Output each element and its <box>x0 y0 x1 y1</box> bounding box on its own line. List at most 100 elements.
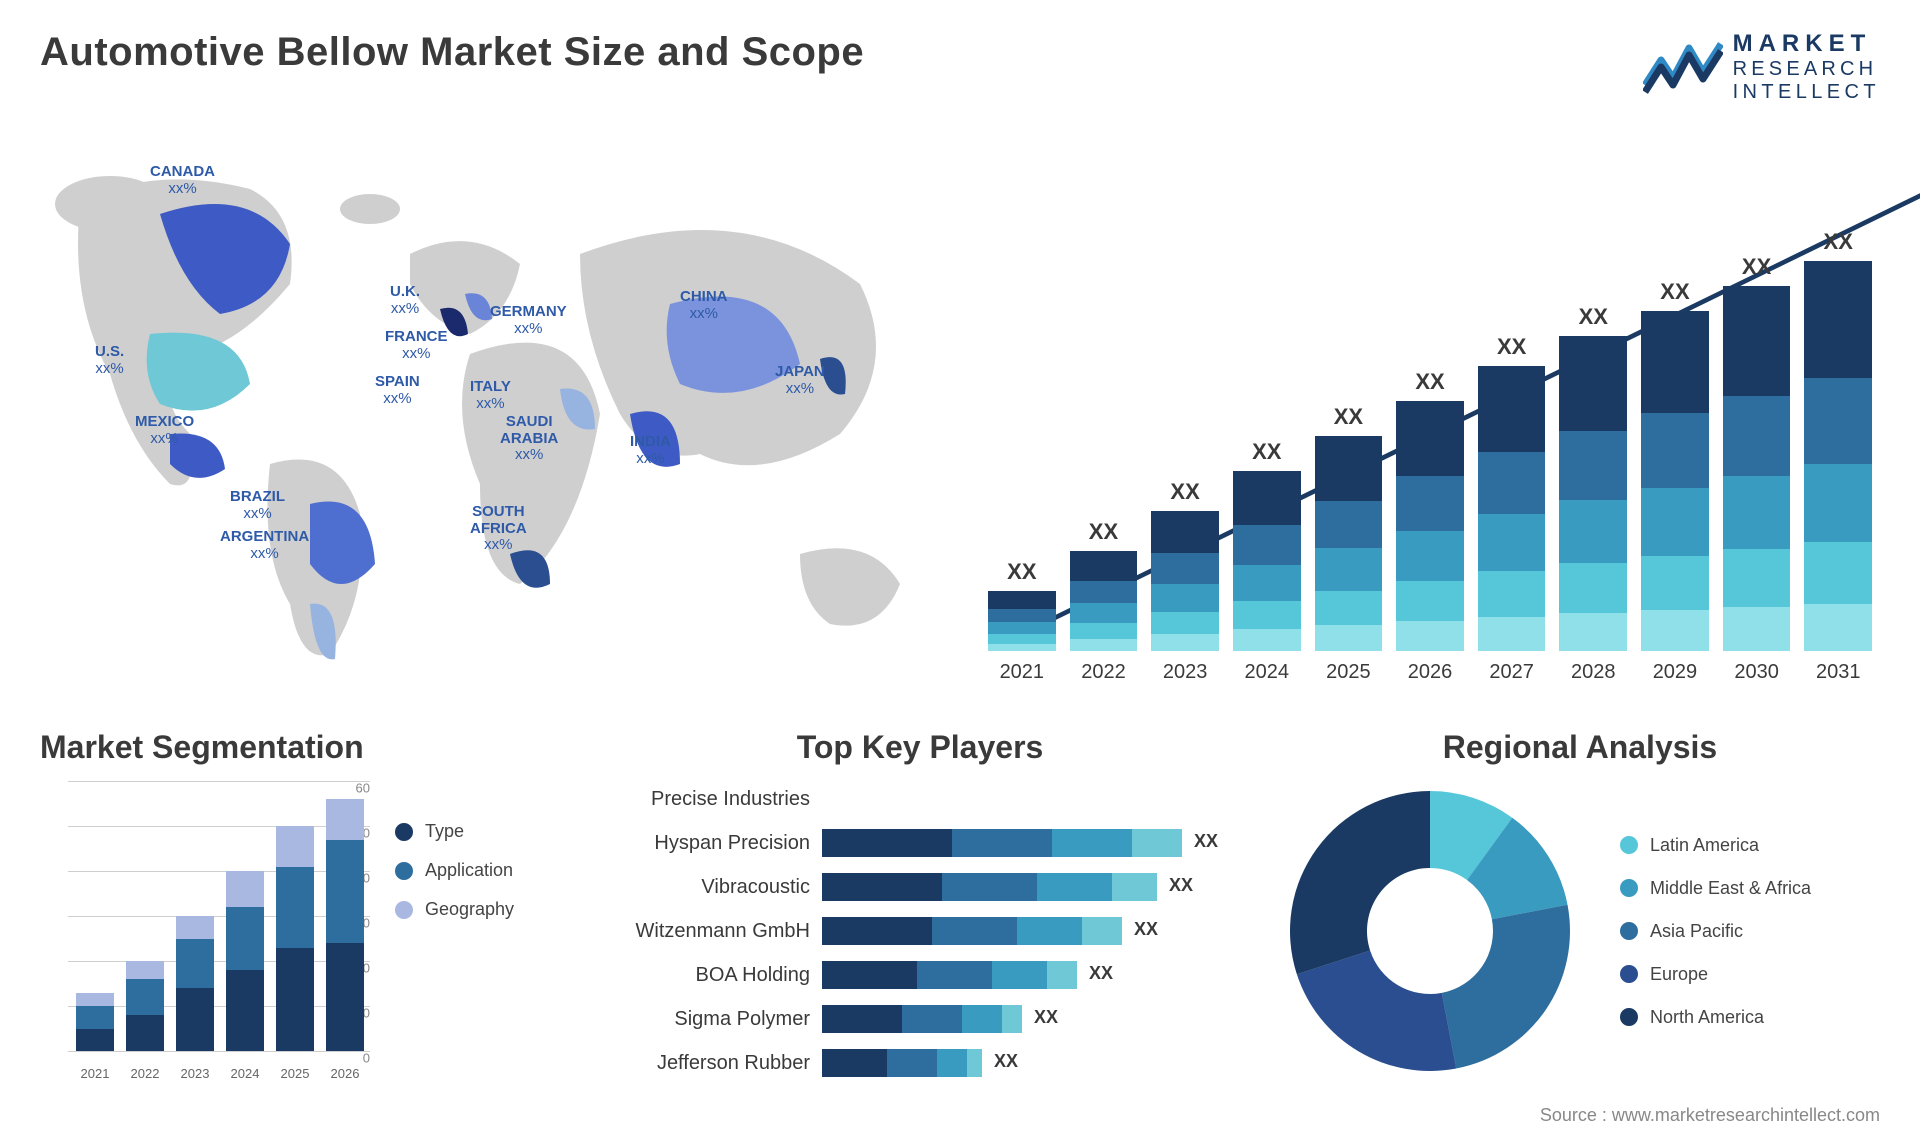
legend-item: Application <box>395 860 514 881</box>
bottom-row: Market Segmentation 01020304050602021202… <box>40 729 1880 1081</box>
player-bar-segment <box>962 1005 1002 1033</box>
trend-bar-segment <box>1233 629 1301 651</box>
map-country-label: SOUTHAFRICAxx% <box>470 504 527 554</box>
trend-bar <box>1559 336 1627 651</box>
player-bar-wrap: XX <box>822 873 1240 901</box>
trend-bar-segment <box>1804 378 1872 464</box>
seg-bar <box>276 826 314 1051</box>
trend-bar-segment <box>1559 613 1627 651</box>
player-row: Hyspan PrecisionXX <box>600 825 1240 861</box>
trend-value-label: XX <box>1170 479 1199 505</box>
seg-x-axis: 202120222023202420252026 <box>70 1066 370 1081</box>
trend-x-label: 2031 <box>1816 661 1861 684</box>
trend-x-label: 2025 <box>1326 661 1371 684</box>
trend-bar-col: XX 2030 <box>1723 254 1791 684</box>
seg-bar-segment <box>276 948 314 1052</box>
trend-bar-segment <box>1478 514 1546 571</box>
player-bar-wrap: XX <box>822 1005 1240 1033</box>
trend-bar-col: XX2027 <box>1478 334 1546 684</box>
seg-bar-col <box>326 799 364 1051</box>
trend-bar-segment <box>1070 639 1138 651</box>
player-row: Vibracoustic XX <box>600 869 1240 905</box>
trend-bar-segment <box>1233 525 1301 565</box>
seg-bar-segment <box>126 979 164 1015</box>
map-country-label: CHINAxx% <box>680 289 728 322</box>
player-row: Witzenmann GmbHXX <box>600 913 1240 949</box>
player-bar-segment <box>1052 829 1132 857</box>
trend-value-label: XX <box>1007 559 1036 585</box>
player-bar-wrap: XX <box>822 829 1240 857</box>
seg-bar-segment <box>326 840 364 944</box>
segmentation-legend: TypeApplicationGeography <box>395 781 514 1081</box>
legend-dot-icon <box>395 823 413 841</box>
trend-x-label: 2023 <box>1163 661 1208 684</box>
legend-label: Middle East & Africa <box>1650 878 1811 899</box>
trend-bar <box>1478 366 1546 651</box>
segmentation-title: Market Segmentation <box>40 729 560 766</box>
player-bar-segment <box>822 873 942 901</box>
trend-x-label: 2029 <box>1653 661 1698 684</box>
legend-label: Geography <box>425 899 514 920</box>
legend-item: Geography <box>395 899 514 920</box>
seg-bar-segment <box>176 916 214 939</box>
player-bar-segment <box>942 873 1037 901</box>
legend-label: Europe <box>1650 964 1708 985</box>
seg-bar-segment <box>76 1029 114 1052</box>
legend-item: Middle East & Africa <box>1620 878 1811 899</box>
seg-bar-segment <box>326 799 364 840</box>
players-title: Top Key Players <box>600 729 1240 766</box>
seg-bar-segment <box>226 907 264 970</box>
trend-x-label: 2024 <box>1244 661 1289 684</box>
trend-x-label: 2030 <box>1734 661 1779 684</box>
trend-bar-segment <box>1396 531 1464 581</box>
trend-bar-segment <box>988 622 1056 634</box>
player-name: Vibracoustic <box>600 876 810 899</box>
trend-value-label: XX <box>1742 254 1771 280</box>
player-row: Precise Industries <box>600 781 1240 817</box>
seg-bar <box>176 916 214 1051</box>
trend-value-label: XX <box>1415 369 1444 395</box>
trend-bar-segment <box>988 634 1056 644</box>
map-country-label: MEXICOxx% <box>135 414 194 447</box>
trend-bar-segment <box>1396 581 1464 621</box>
map-country-label: U.S.xx% <box>95 344 124 377</box>
trend-bar-segment <box>1559 500 1627 563</box>
seg-plot <box>70 781 370 1051</box>
trend-bar-segment <box>1641 413 1709 488</box>
regional-panel: Regional Analysis Latin AmericaMiddle Ea… <box>1280 729 1880 1081</box>
trend-bar-segment <box>1396 621 1464 651</box>
trend-bar-segment <box>1233 565 1301 601</box>
seg-x-label: 2023 <box>176 1066 214 1081</box>
trend-bar-segment <box>1151 612 1219 634</box>
player-value-label: XX <box>1169 875 1193 896</box>
seg-x-label: 2025 <box>276 1066 314 1081</box>
legend-dot-icon <box>1620 879 1638 897</box>
legend-item: Asia Pacific <box>1620 921 1811 942</box>
map-country-label: SPAINxx% <box>375 374 420 407</box>
seg-bar-segment <box>326 943 364 1051</box>
player-bar-wrap: XX <box>822 961 1240 989</box>
player-bar-segment <box>967 1049 982 1077</box>
trend-value-label: XX <box>1089 519 1118 545</box>
seg-bar-segment <box>76 993 114 1007</box>
seg-bar-segment <box>276 867 314 948</box>
map-country-label: CANADAxx% <box>150 164 215 197</box>
legend-item: North America <box>1620 1007 1811 1028</box>
seg-bar <box>76 993 114 1052</box>
player-bar-segment <box>992 961 1047 989</box>
seg-bar-segment <box>226 871 264 907</box>
seg-bar <box>226 871 264 1051</box>
player-value-label: XX <box>1194 831 1218 852</box>
seg-bar-segment <box>176 988 214 1051</box>
trend-bar-col: XX2021 <box>988 559 1056 684</box>
trend-bar-segment <box>1559 431 1627 500</box>
trend-bar-segment <box>1315 591 1383 625</box>
trend-bar-segment <box>1723 549 1791 607</box>
trend-bar-segment <box>1804 604 1872 651</box>
legend-dot-icon <box>1620 1008 1638 1026</box>
trend-bar-segment <box>1315 436 1383 501</box>
trend-value-label: XX <box>1497 334 1526 360</box>
seg-x-label: 2022 <box>126 1066 164 1081</box>
trend-value-label: XX <box>1579 304 1608 330</box>
trend-bar <box>1070 551 1138 651</box>
